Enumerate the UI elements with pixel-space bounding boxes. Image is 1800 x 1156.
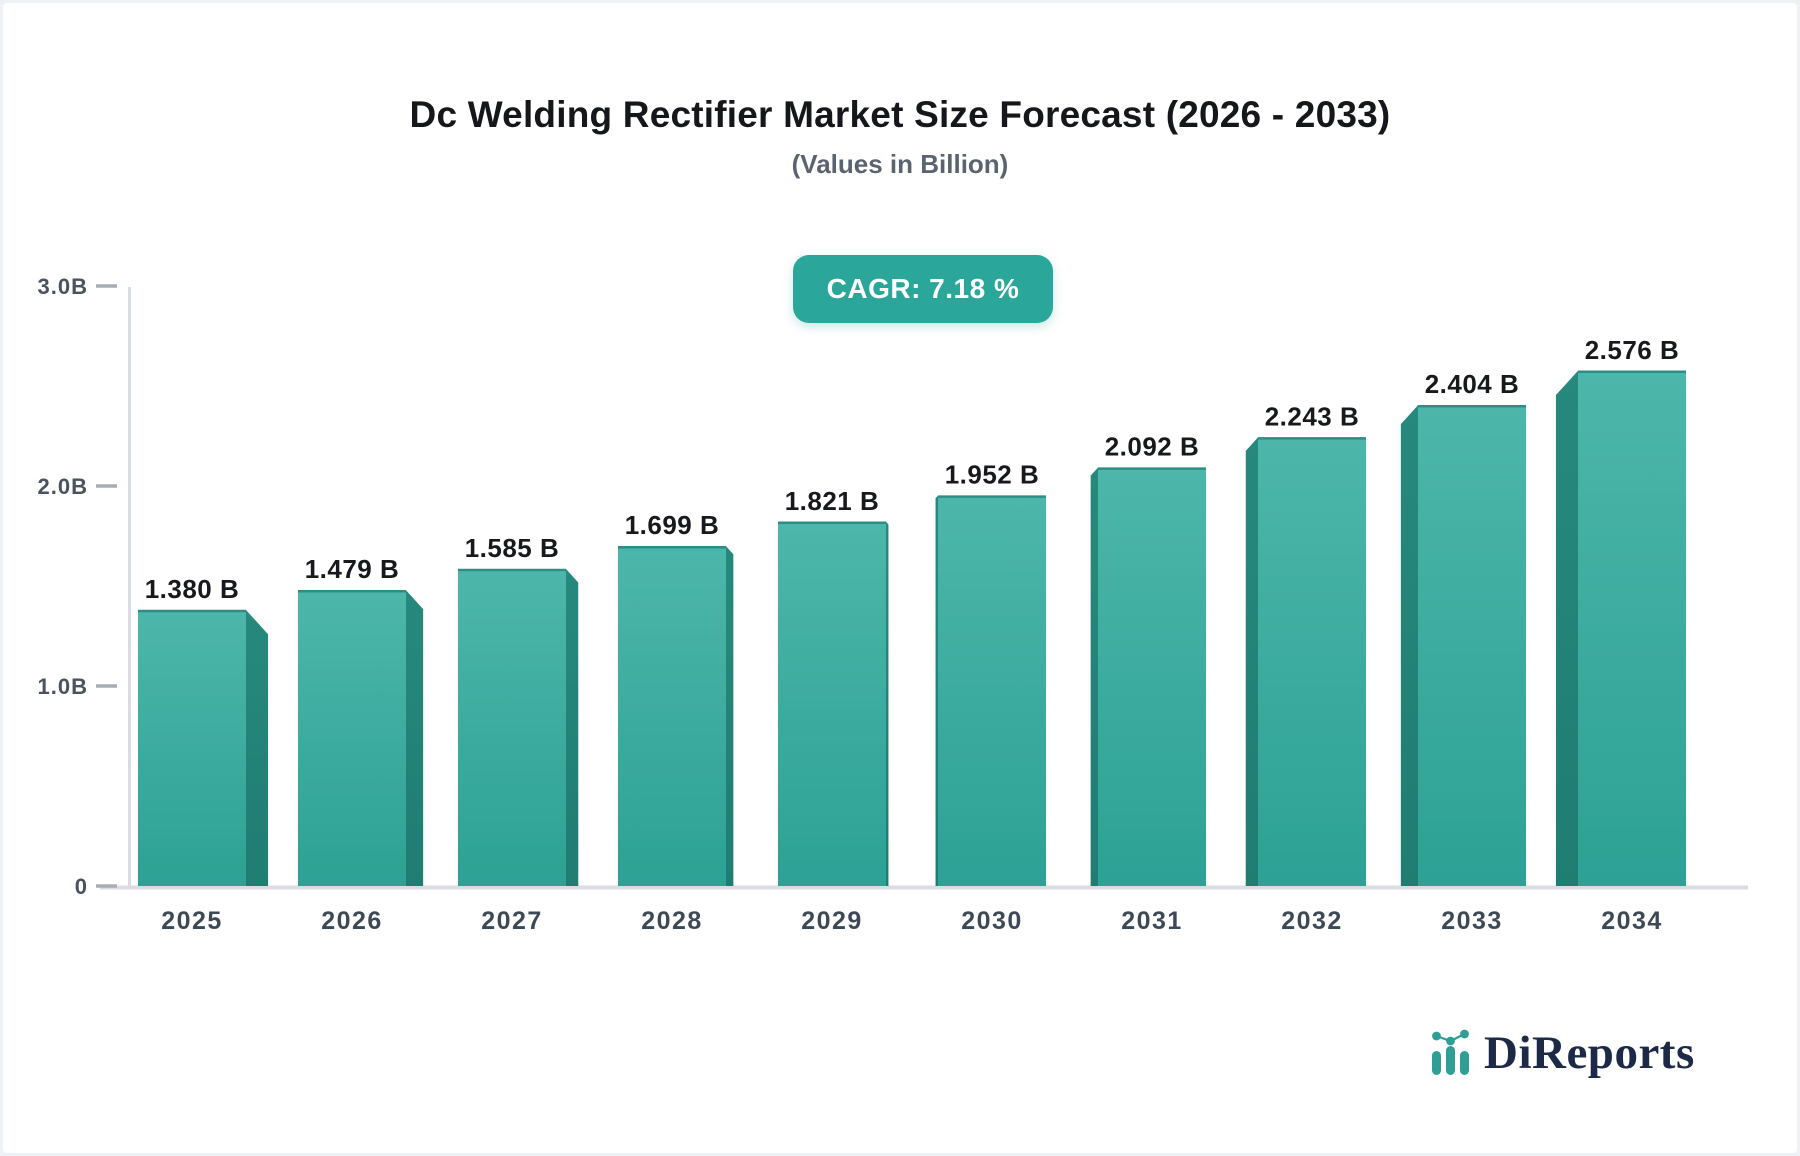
bar-front-face [778,521,886,886]
x-axis-year-label: 2026 [321,907,383,935]
x-axis-year-label: 2025 [161,907,223,935]
x-axis-year-label: 2031 [1121,907,1183,935]
bar-side-face [1245,437,1258,886]
x-axis-year-label: 2034 [1601,907,1663,935]
x-axis-year-label: 2028 [641,907,703,935]
bar-side-face [566,569,579,886]
direports-logo-icon [1432,1029,1469,1075]
bar-side-face [1555,370,1578,886]
bar-front-face [1098,467,1206,886]
bar-value-label: 1.479 B [305,554,400,584]
bar-value-label: 1.952 B [945,460,1040,490]
bar-value-label: 1.821 B [785,486,880,516]
x-axis-year-label: 2030 [961,907,1023,935]
x-axis-year-label: 2027 [481,907,543,935]
y-tick-label: 3.0B [38,274,88,299]
y-tick-label: 1.0B [38,674,88,699]
bar-value-label: 1.699 B [625,510,720,540]
bar-value-label: 1.585 B [465,533,560,563]
bar-side-face [886,521,889,886]
chart-subtitle: (Values in Billion) [791,149,1009,179]
bar-value-label: 2.576 B [1585,335,1680,365]
bar-front-face [298,590,406,886]
bar-front-face [1258,437,1366,886]
bar-value-label: 1.380 B [145,574,240,604]
bar-front-face [938,495,1046,886]
x-axis-year-label: 2032 [1281,907,1343,935]
bar-side-face [406,590,424,886]
bar-side-face [1400,405,1418,886]
bar-front-face [1418,405,1526,886]
bar-front-face [138,610,246,886]
y-tick-label: 0 [75,874,88,899]
bar-value-label: 2.092 B [1105,432,1200,462]
y-tick-label: 2.0B [38,474,88,499]
bar-side-face [246,610,269,886]
bar-front-face [1578,370,1686,886]
cagr-label: CAGR: 7.18 % [826,273,1020,304]
bar-front-face [458,569,566,886]
bar-value-label: 2.404 B [1425,369,1520,399]
direports-logo: DiReports [1430,1026,1695,1080]
x-axis-year-label: 2029 [801,907,863,935]
bar-side-face [726,546,734,886]
bar-front-face [618,546,726,886]
direports-logo-text: DiReports [1484,1027,1695,1079]
cagr-badge: CAGR: 7.18 % [793,255,1053,323]
bar-side-face [1090,467,1098,886]
chart-title: Dc Welding Rectifier Market Size Forecas… [409,94,1391,135]
x-axis-year-label: 2033 [1441,907,1503,935]
bar-value-label: 2.243 B [1265,401,1360,431]
bar-side-face [935,495,938,886]
